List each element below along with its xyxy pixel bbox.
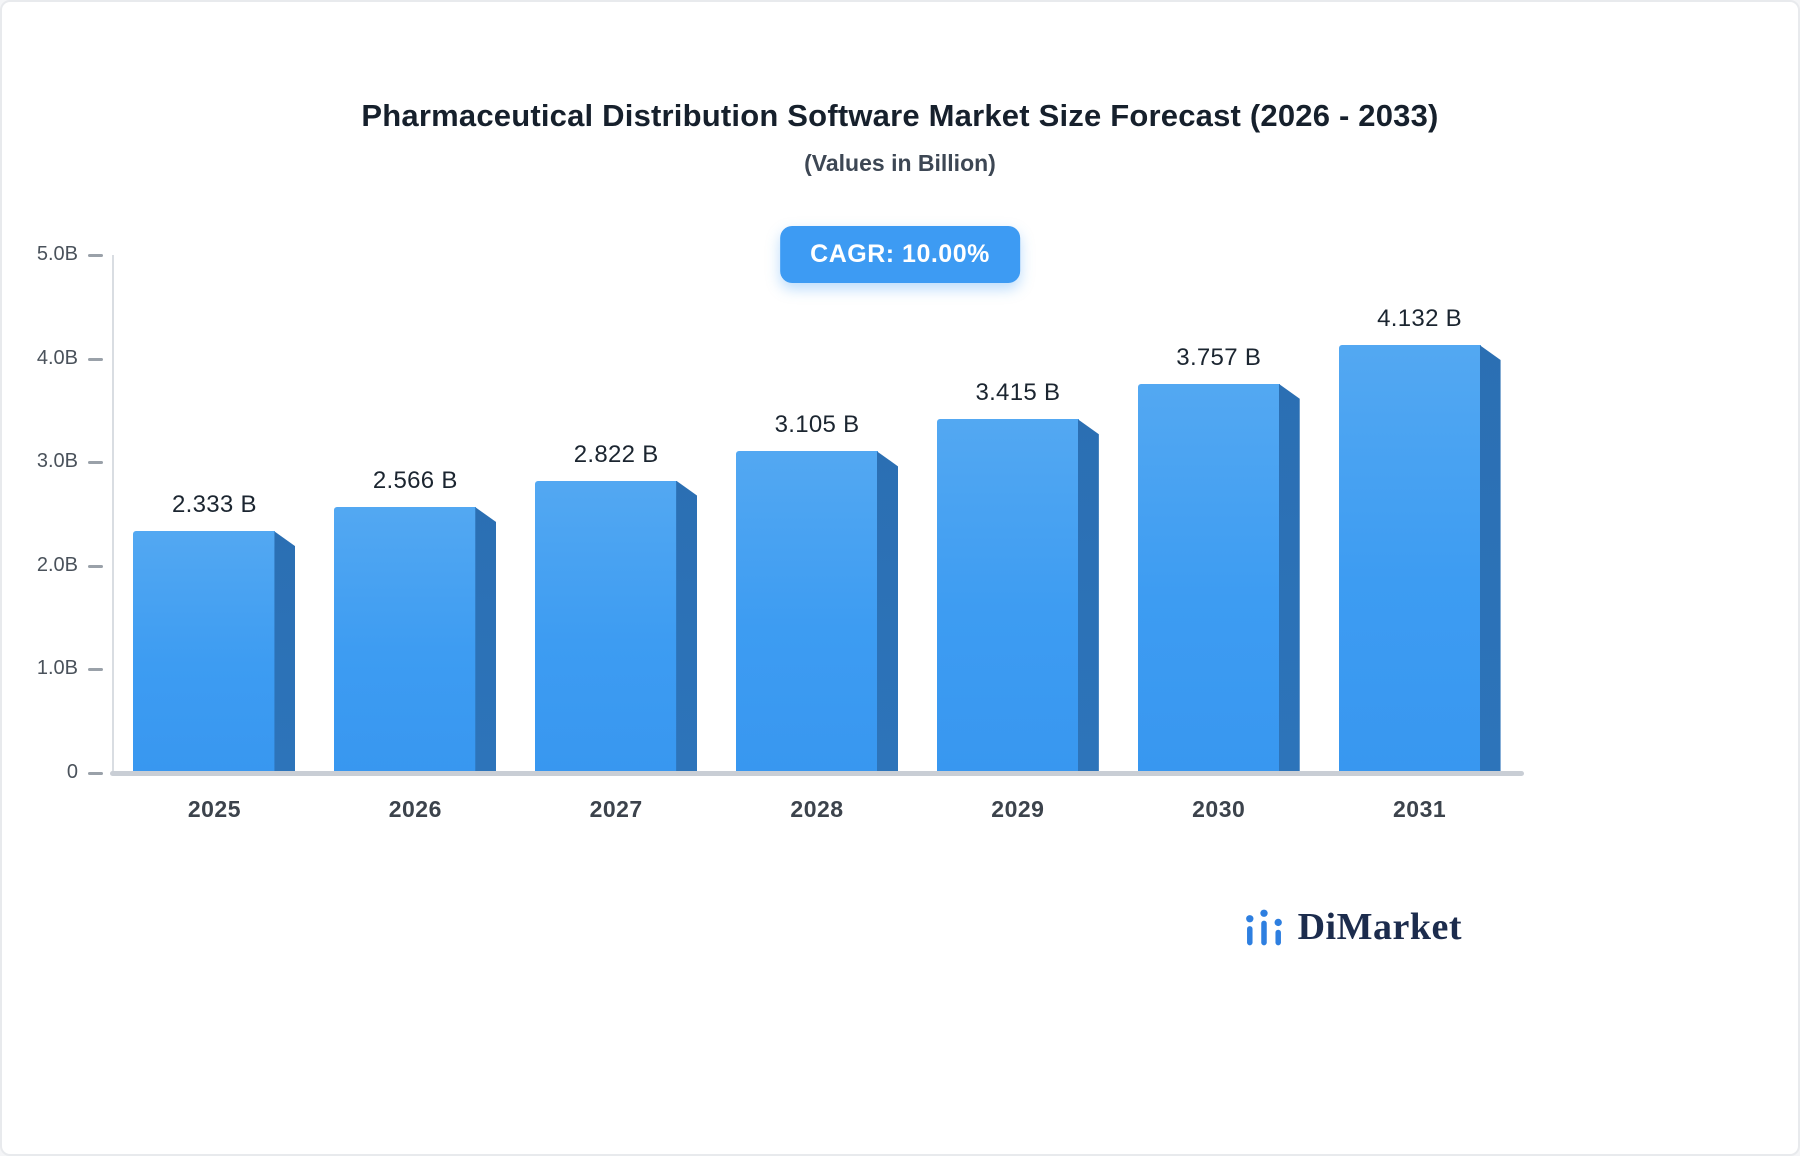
bar[interactable] [1338,344,1501,773]
bar[interactable] [736,451,898,773]
x-axis-line [110,771,1524,776]
y-tick-label: 5.0B [36,243,78,265]
bar-side-face [877,451,898,773]
bar-value-label: 2.333 B [172,491,257,519]
y-tick-label: 0 [66,761,78,783]
bar-value-label: 2.822 B [573,440,659,468]
bar[interactable] [1137,383,1300,773]
logo-text: DiMarket [1297,906,1462,948]
bar-side-face [1479,344,1501,773]
y-tick-label: 3.0B [36,450,78,473]
bar-value-label: 4.132 B [1377,304,1462,332]
bar-side-face [475,507,497,773]
y-tick-mark [88,357,103,361]
bar[interactable] [535,480,698,773]
bar-value-label: 2.566 B [372,467,458,495]
bar-column: 4.132 B 2031 [1319,255,1520,822]
y-tick-mark [88,254,103,257]
bar-column: 3.415 B 2029 [917,255,1118,822]
bar-column: 2.822 B 2027 [516,255,717,822]
x-axis-label: 2027 [589,796,643,822]
bar-front-face [1137,383,1280,773]
y-tick-mark [88,772,103,775]
bar-front-face [936,419,1079,773]
y-tick-label: 2.0B [36,553,78,576]
bar-front-face [334,507,477,773]
bar-value-label: 3.105 B [774,411,860,439]
bar-front-face [133,531,276,773]
bar-column: 2.566 B 2026 [315,255,516,822]
bar[interactable] [133,531,296,773]
x-axis-label: 2029 [991,796,1045,822]
bar[interactable] [936,419,1099,773]
bar-value-label: 3.757 B [1176,343,1262,371]
y-tick-mark [88,668,103,672]
bar-side-face [1077,419,1099,773]
bar-value-label: 3.415 B [975,379,1061,407]
y-tick-mark [88,564,103,568]
dimarket-logo: DiMarket [1242,905,1462,949]
x-axis-label: 2026 [388,796,442,822]
bar-chart: 5.0B 4.0B 3.0B 2.0B 1.0B 0 2.333 B 2025 2.566 B… [37,243,1524,822]
bar-column: 3.105 B 2028 [717,255,918,822]
bar-column: 3.757 B 2030 [1118,255,1319,822]
y-tick-label: 4.0B [36,346,78,369]
x-axis-label: 2030 [1192,796,1246,822]
x-axis-label: 2031 [1393,796,1447,822]
bar[interactable] [334,507,497,773]
logo-bars-icon [1245,909,1282,946]
x-axis-label: 2025 [187,796,242,822]
chart-title: Pharmaceutical Distribution Software Mar… [361,98,1439,133]
bar-column: 2.333 B 2025 [114,255,315,822]
cagr-badge: CAGR: 10.00% [780,226,1020,283]
chart-subtitle: (Values in Billion) [804,150,996,176]
bar-front-face [535,480,678,773]
bar-side-face [274,531,296,773]
bar-front-face [736,451,878,773]
x-axis-label: 2028 [790,796,844,822]
bar-side-face [1278,383,1300,773]
bar-front-face [1338,344,1481,773]
y-tick-label: 1.0B [36,657,78,680]
y-tick-mark [88,461,103,465]
plot-area: 2.333 B 2025 2.566 B 2026 2.822 B 2027 3.105 B… [114,255,1520,822]
bar-side-face [676,480,698,773]
